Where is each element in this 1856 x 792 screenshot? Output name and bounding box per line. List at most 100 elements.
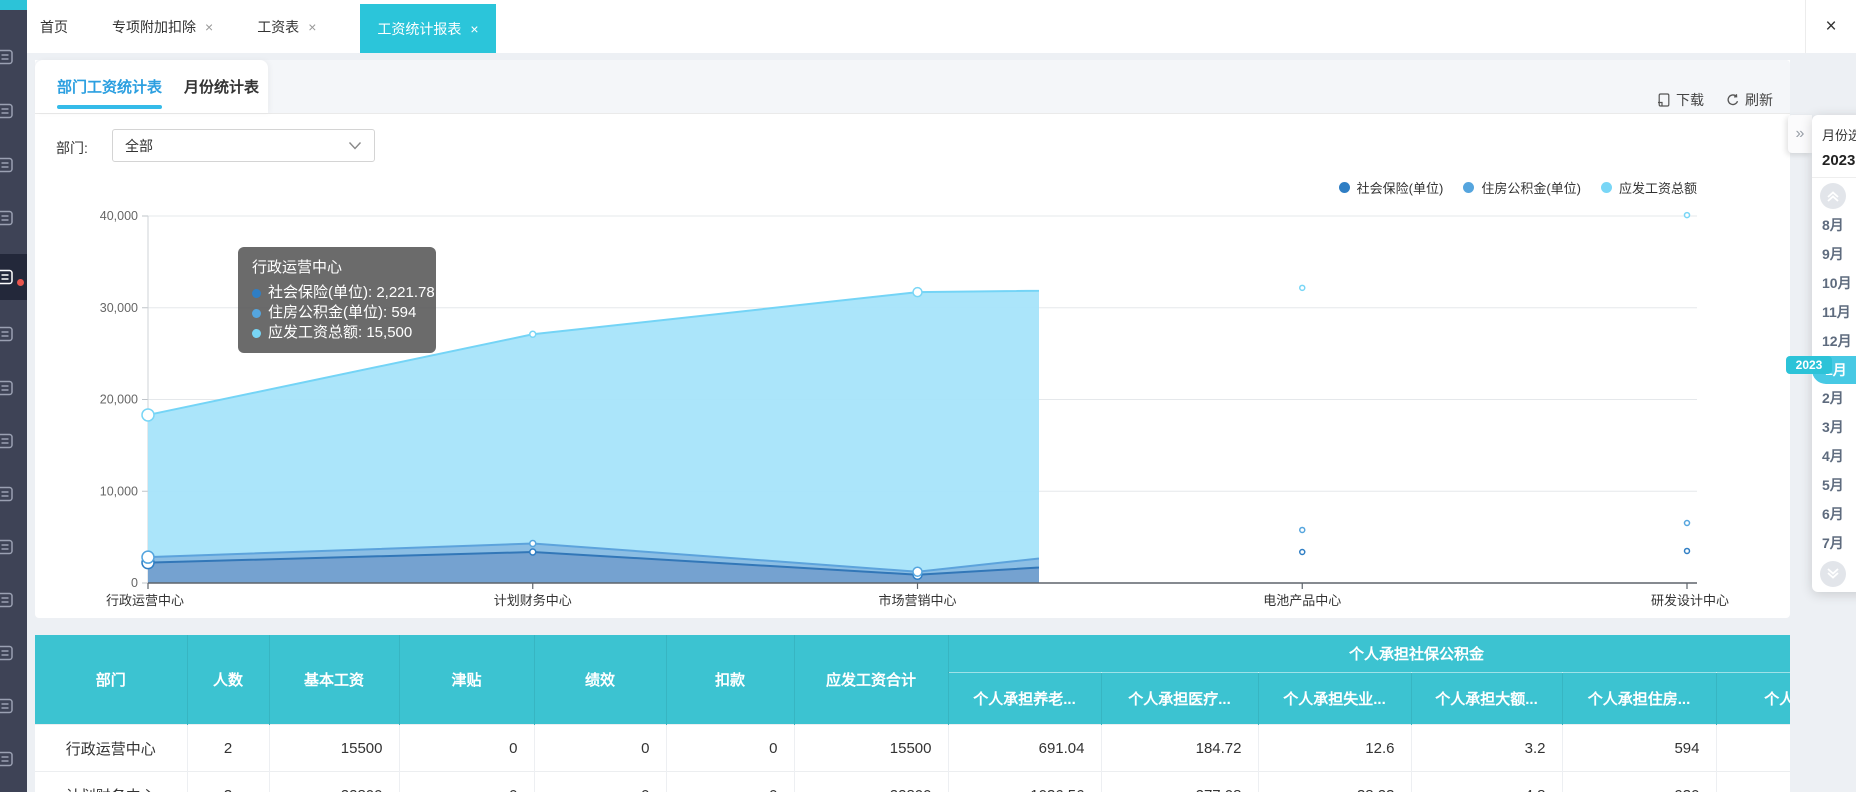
column-header: 绩效 — [534, 635, 667, 725]
table-cell: 15500 — [269, 724, 400, 772]
sidebar-menu-icon[interactable] — [0, 643, 15, 663]
sidebar-menu-icon[interactable] — [0, 431, 15, 451]
data-point-marker[interactable] — [1299, 526, 1306, 534]
data-point-marker[interactable] — [529, 548, 537, 556]
table-cell: 277.08 — [1101, 771, 1259, 792]
data-point-marker[interactable] — [1299, 548, 1306, 556]
legend-item[interactable]: 社会保险(单位) — [1338, 178, 1444, 197]
legend-label: 社会保险(单位) — [1356, 181, 1444, 196]
sidebar-menu-icon[interactable] — [0, 101, 15, 121]
tab-month-statistics[interactable]: 月份统计表 — [184, 79, 260, 96]
page-tab-3[interactable]: 工资表 × — [257, 17, 316, 37]
tooltip-value: 住房公积金(单位): 594 — [268, 304, 417, 321]
data-point-marker[interactable] — [912, 566, 923, 577]
tab-department-salary[interactable]: 部门工资统计表 — [57, 60, 163, 113]
legend-dot-icon — [1600, 182, 1612, 193]
x-axis-category-label: 电池产品中心 — [1263, 593, 1341, 608]
table-row[interactable]: 行政运营中心 2 15500 0 0 0 15500 691.04 184.72 12.6 3.2 5… — [35, 724, 1790, 772]
month-panel-title: 月份选择 — [1822, 128, 1856, 143]
sidebar-menu-icon[interactable] — [0, 378, 15, 398]
sidebar-menu-icon[interactable] — [0, 324, 15, 344]
tooltip-value: 应发工资总额: 15,500 — [268, 324, 413, 341]
data-point-marker[interactable] — [529, 330, 537, 339]
page-tab-2[interactable]: 专项附加扣除 × — [112, 17, 213, 37]
refresh-icon — [1727, 94, 1739, 106]
table-cell: 2 — [187, 724, 270, 772]
sub-column-header: 个人承担住房... — [1562, 672, 1717, 725]
sidebar-menu-icon[interactable] — [0, 749, 15, 769]
tooltip-title: 行政运营中心 — [252, 259, 343, 276]
scroll-up-icon[interactable] — [1820, 183, 1846, 209]
close-icon[interactable]: × — [1805, 0, 1856, 53]
table-cell: 3 — [187, 771, 270, 792]
month-item[interactable]: 7月 — [1822, 535, 1844, 551]
legend-item[interactable]: 住房公积金(单位) — [1463, 178, 1581, 197]
table-cell: 计划财务中心 — [35, 771, 188, 792]
sidebar-menu-icon[interactable] — [0, 537, 15, 557]
month-item[interactable]: 11月 — [1822, 304, 1851, 320]
month-item[interactable]: 6月 — [1822, 506, 1844, 522]
month-item[interactable]: 5月 — [1822, 477, 1844, 493]
month-item[interactable]: 10月 — [1822, 275, 1852, 291]
page-tab-label: 专项附加扣除 — [112, 18, 196, 35]
month-item[interactable]: 4月 — [1822, 448, 1844, 464]
scroll-down-icon[interactable] — [1820, 561, 1846, 587]
table-cell: 4.8 — [1411, 771, 1563, 792]
download-button[interactable]: 下载 — [1657, 90, 1704, 110]
table-cell: 22800 — [269, 771, 400, 792]
month-item[interactable]: 8月 — [1822, 217, 1844, 233]
group-column-header: 个人承担社保公积金 — [948, 635, 1790, 673]
legend-label: 住房公积金(单位) — [1481, 181, 1581, 196]
page-tab-4[interactable]: 工资统计报表 × — [360, 4, 496, 53]
chart-legend: 社会保险(单位) 住房公积金(单位) 应发工资总额 — [1338, 178, 1697, 197]
month-item[interactable]: 12月 — [1822, 333, 1852, 349]
department-select[interactable]: 全部 — [112, 129, 375, 162]
tooltip-row: 住房公积金(单位): 594 — [252, 303, 422, 323]
data-point-marker[interactable] — [141, 550, 155, 564]
data-point-marker[interactable] — [1299, 284, 1306, 292]
y-axis-tick-label: 20,000 — [100, 393, 138, 407]
month-picker-panel: 月份选择 2023.01 8月9月10月11月12月1月2月3月4月5月6月7月… — [1786, 115, 1856, 592]
table-cell: 930 — [1562, 771, 1717, 792]
table-cell: 1036.56 — [948, 771, 1102, 792]
legend-dot-icon — [1338, 182, 1350, 193]
x-axis-category-label: 行政运营中心 — [106, 593, 184, 608]
month-item[interactable]: 9月 — [1822, 246, 1844, 262]
month-item[interactable]: 2月 — [1822, 390, 1844, 406]
refresh-button[interactable]: 刷新 — [1726, 90, 1773, 110]
sidebar-menu-icon[interactable] — [0, 155, 15, 175]
tooltip-row: 社会保险(单位): 2,221.78 — [252, 283, 435, 303]
sidebar-menu-icon[interactable] — [0, 47, 15, 67]
tooltip-row: 应发工资总额: 15,500 — [252, 323, 422, 343]
department-select-value: 全部 — [125, 137, 153, 154]
page-tab-1[interactable]: 首页 — [40, 17, 68, 37]
data-point-marker[interactable] — [1683, 211, 1691, 219]
close-icon[interactable]: × — [205, 18, 214, 35]
legend-item[interactable]: 应发工资总额 — [1600, 178, 1697, 197]
chart-tooltip: 行政运营中心 社会保险(单位): 2,221.78 住房公积金(单位): 594 应… — [238, 247, 436, 353]
sidebar-menu-icon[interactable] — [0, 590, 15, 610]
month-item[interactable]: 3月 — [1822, 419, 1844, 435]
close-icon[interactable]: × — [308, 18, 317, 35]
table-cell: 0 — [666, 724, 795, 772]
sidebar-menu-icon[interactable] — [0, 696, 15, 716]
data-point-marker[interactable] — [141, 408, 155, 422]
data-point-marker[interactable] — [529, 539, 537, 548]
collapse-icon[interactable]: » — [1788, 115, 1812, 153]
data-point-marker[interactable] — [912, 286, 923, 298]
table-row[interactable]: 计划财务中心322800000228001036.56277.0838.234.… — [35, 771, 1790, 792]
sidebar-menu-icon[interactable] — [0, 484, 15, 504]
sub-column-header: 个人承担大额... — [1411, 672, 1563, 725]
salary-area-chart[interactable]: 0 10,000 20,000 30,000 40,000 行政运营中心 计划财务中心 市场营… — [35, 170, 1790, 618]
data-point-marker[interactable] — [1683, 547, 1691, 555]
close-icon[interactable]: × — [470, 20, 479, 37]
sidebar-active-item[interactable] — [0, 254, 27, 300]
data-point-marker[interactable] — [1683, 519, 1691, 527]
sidebar-menu-icon[interactable] — [0, 267, 15, 287]
current-period: 2023.01 — [1812, 144, 1856, 178]
sidebar-menu-icon[interactable] — [0, 208, 15, 228]
column-header: 基本工资 — [269, 635, 400, 725]
download-icon — [1658, 93, 1670, 107]
salary-table-container[interactable]: 部门 人数 基本工资 津贴 绩效 扣款 应发工资合计 个人承担社保公积金 个人承担养老... 个人… — [35, 635, 1790, 792]
